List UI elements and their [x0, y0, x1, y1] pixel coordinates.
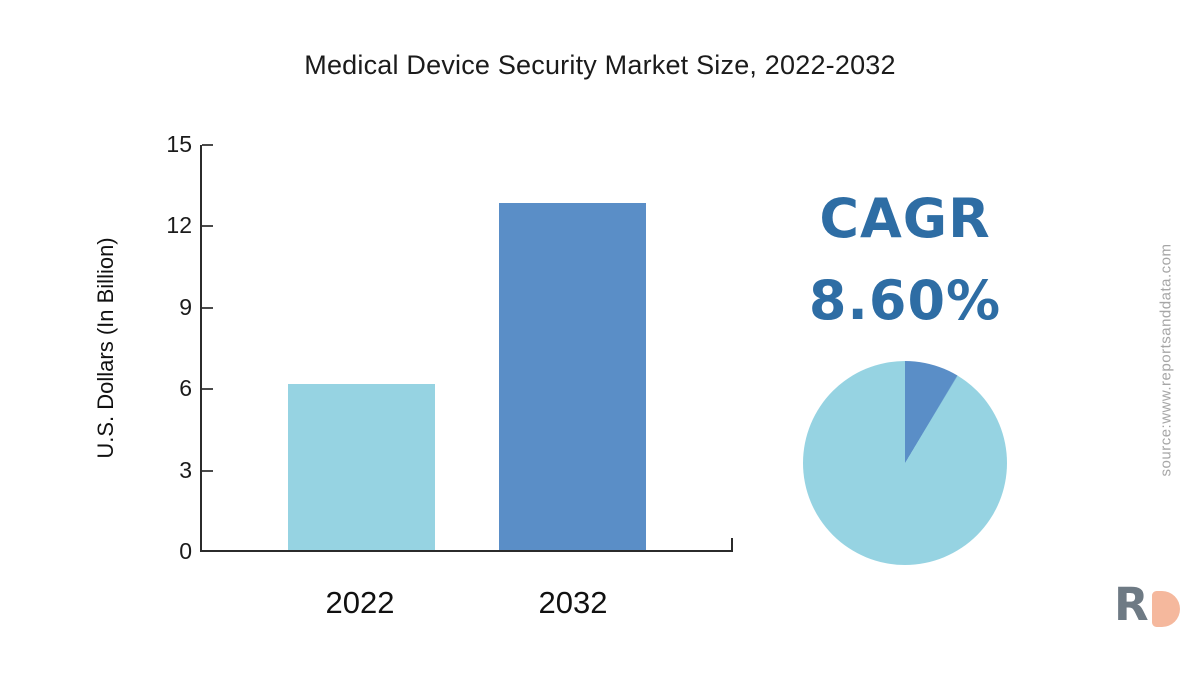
- cagr-value: 8.60%: [808, 269, 1002, 332]
- cagr-annotation: CAGR 8.60%: [809, 178, 1001, 342]
- chart-title: Medical Device Security Market Size, 202…: [304, 50, 896, 80]
- y-tick-mark: [202, 388, 213, 391]
- y-tick-label: 9: [179, 293, 192, 320]
- reportsanddata-logo: R: [1112, 578, 1192, 636]
- source-note: source:www.reportsanddata.com: [1157, 243, 1175, 477]
- logo-r-letter: R: [1114, 578, 1149, 631]
- bar-2022: [288, 384, 435, 550]
- cagr-label: CAGR: [819, 187, 991, 250]
- y-axis-title: U.S. Dollars (In Billion): [93, 237, 118, 459]
- y-tick-mark: [202, 225, 213, 228]
- y-tick-label: 0: [179, 538, 192, 564]
- x-category-label: 2032: [538, 585, 608, 620]
- y-tick-label: 3: [179, 456, 192, 483]
- y-tick-mark: [202, 144, 213, 146]
- y-tick-mark: [202, 469, 213, 472]
- cagr-pie-chart: [803, 361, 1007, 565]
- x-axis-end-tick: [731, 538, 733, 550]
- x-category-label: 2022: [325, 585, 395, 620]
- y-tick-label: 15: [166, 131, 192, 157]
- bar-plot-area: [200, 144, 733, 552]
- y-tick-label: 12: [166, 212, 192, 239]
- y-tick-label: 6: [179, 375, 192, 402]
- bar-2032: [499, 203, 646, 550]
- y-tick-mark: [202, 306, 213, 309]
- logo-d-shape: [1152, 591, 1180, 627]
